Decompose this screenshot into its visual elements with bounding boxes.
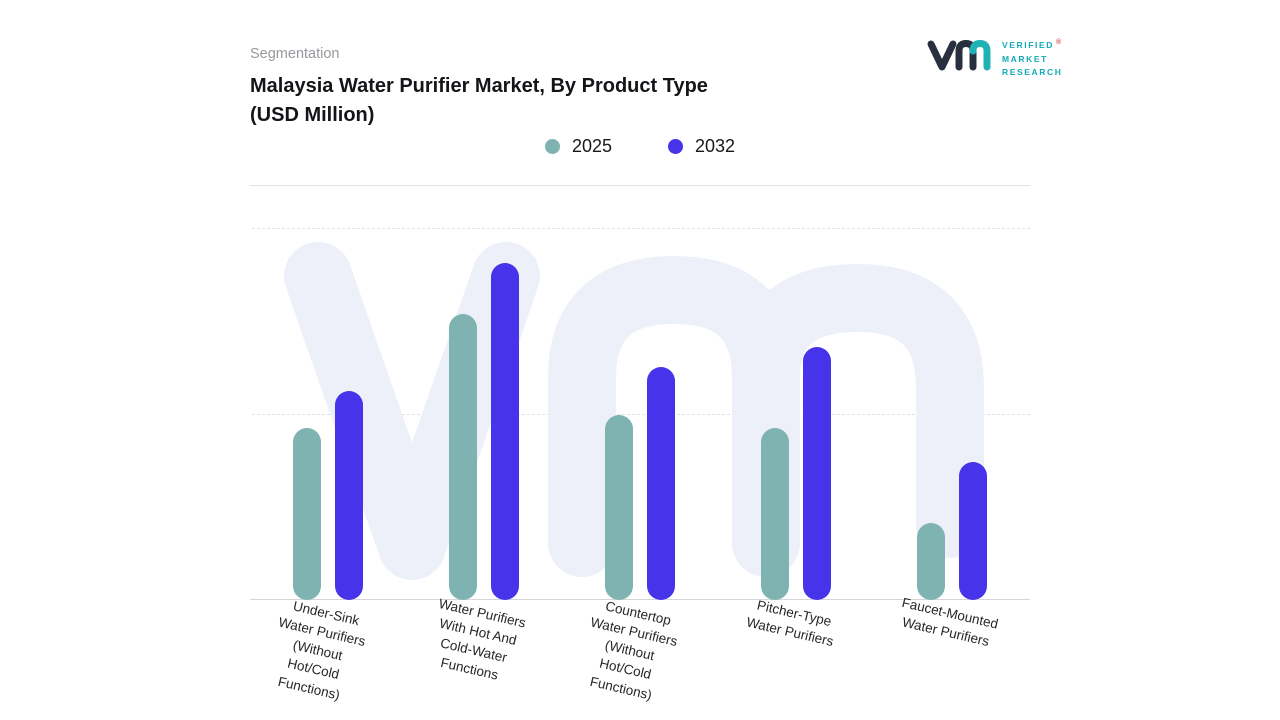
- bar-group: [406, 228, 562, 600]
- bar-2032: [491, 263, 519, 600]
- logo-line-verified: VERIFIED: [1002, 40, 1055, 51]
- segmentation-label: Segmentation: [250, 46, 340, 62]
- bar-2025: [605, 414, 633, 600]
- gridline-middle: [252, 414, 1030, 415]
- legend-item-2032: 2032: [668, 136, 735, 157]
- vmr-wordmark: VERIFIED ® MARKET RESEARCH: [1002, 37, 1063, 80]
- bar-2032: [647, 367, 675, 600]
- logo-line-market: MARKET: [1002, 53, 1048, 64]
- registered-trademark-icon: ®: [1056, 39, 1062, 47]
- legend-item-2025: 2025: [544, 136, 612, 157]
- bar-2025: [761, 428, 789, 600]
- header-divider: [250, 185, 1030, 186]
- bar-group: [250, 228, 406, 600]
- bar-2032: [959, 461, 987, 600]
- category-labels: Under-Sink Water Purifiers (Without Hot/…: [250, 595, 1030, 702]
- bar-2032: [335, 391, 363, 600]
- category-label: Water Purifiers With Hot And Cold-Water …: [436, 595, 527, 684]
- bar-group: [718, 228, 874, 600]
- legend-label: 2032: [695, 136, 736, 156]
- logo-line-research: RESEARCH: [1002, 67, 1063, 78]
- category-label: Under-Sink Water Purifiers (Without Hot/…: [276, 598, 367, 703]
- vmr-logo: VERIFIED ® MARKET RESEARCH: [926, 34, 1063, 83]
- bar-group: [874, 228, 1030, 600]
- bar-2025: [449, 313, 477, 600]
- chart-legend: 2025 2032: [250, 136, 1030, 157]
- bar-2025: [917, 522, 945, 600]
- plot-area: [250, 228, 1030, 600]
- category-label: Countertop Water Purifiers (Without Hot/…: [588, 598, 679, 703]
- chart-title: Malaysia Water Purifier Market, By Produ…: [250, 75, 708, 126]
- bars-area: [250, 228, 1030, 600]
- bar-2025: [293, 428, 321, 600]
- category-label: Pitcher-Type Water Purifiers: [744, 597, 835, 650]
- legend-dot-icon: [668, 139, 683, 154]
- vmr-monogram-icon: [926, 34, 992, 83]
- bar-group: [562, 228, 718, 600]
- x-axis-baseline: [250, 599, 1030, 600]
- gridline-top: [252, 228, 1030, 229]
- category-label: Faucet-Mounted Water Purifiers: [900, 594, 1000, 650]
- legend-dot-icon: [544, 139, 560, 154]
- legend-label: 2025: [571, 136, 612, 156]
- bar-2032: [803, 347, 831, 600]
